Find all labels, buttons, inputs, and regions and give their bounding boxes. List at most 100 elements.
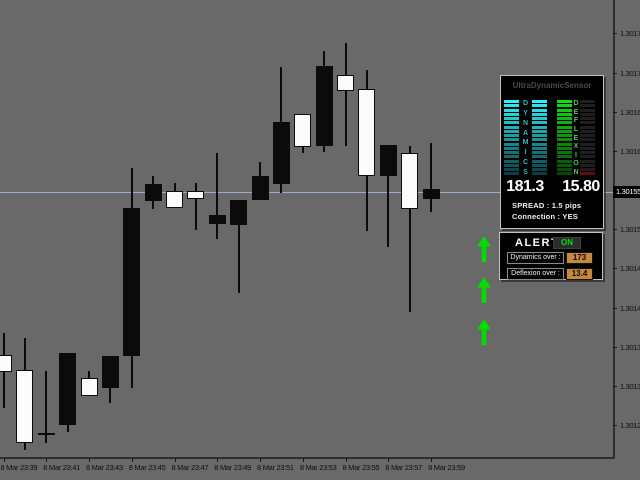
meter-segment [580, 134, 595, 138]
price-axis-tick [613, 425, 617, 426]
meter-segment [580, 159, 595, 163]
meter-segment [504, 159, 519, 163]
meter-segment [504, 100, 519, 104]
price-axis-tick [613, 308, 617, 309]
price-axis-label: 1.30135 [620, 342, 640, 352]
dynamics-meter-left-column [504, 100, 519, 176]
candle-body [187, 190, 205, 199]
meter-segment [580, 104, 595, 108]
meter-segment [580, 125, 595, 129]
candle-body [272, 121, 290, 184]
candle-body [337, 74, 355, 92]
meter-segment [504, 151, 519, 155]
candle-body [358, 88, 376, 176]
candle-wick [430, 143, 433, 213]
meter-segment [504, 125, 519, 129]
time-axis-border [0, 457, 615, 459]
meter-segment [580, 117, 595, 121]
meter-segment [532, 117, 547, 121]
price-axis-label: 1.30140 [620, 303, 640, 313]
meter-segment [532, 172, 547, 176]
meter-segment [557, 159, 572, 163]
time-axis-tick [175, 458, 176, 462]
deflexion-over-label: Deflexion over : [507, 268, 564, 280]
alert-label: ALERT [515, 237, 560, 249]
panel-title: UltraDynamicSensor [512, 81, 592, 90]
meter-segment [504, 134, 519, 138]
meter-letter: A [522, 129, 529, 137]
meter-segment [504, 112, 519, 116]
meter-segment [504, 117, 519, 121]
time-axis[interactable]: 8 Mar 23:39 8 Mar 23:41 8 Mar 23:43 8 Mar 2… [0, 458, 640, 480]
meter-segment [532, 168, 547, 172]
meter-segment [580, 172, 595, 176]
alert-on-toggle[interactable]: ON [553, 237, 581, 249]
meter-letter: N [573, 169, 579, 176]
bid-price-line [0, 192, 613, 193]
meter-segment [532, 104, 547, 108]
price-axis-label: 1.30130 [620, 382, 640, 392]
meter-segment [532, 138, 547, 142]
up-arrow-signal-icon [476, 277, 492, 303]
time-axis-tick [4, 458, 5, 462]
meter-segment [557, 104, 572, 108]
time-axis-label: 8 Mar 23:59 [428, 463, 465, 472]
time-axis-tick [46, 458, 47, 462]
meter-segment [580, 138, 595, 142]
meter-segment [557, 125, 572, 129]
deflexion-over-value[interactable]: 13.4 [566, 268, 593, 280]
meter-segment [580, 129, 595, 133]
candle-body [401, 153, 419, 209]
meter-letter: D [522, 100, 529, 107]
dynamics-over-value[interactable]: 173 [566, 252, 593, 264]
price-axis-tick [613, 386, 617, 387]
candle-wick [216, 153, 219, 239]
meter-segment [532, 108, 547, 112]
meter-letter: E [573, 134, 579, 142]
meter-letter: D [573, 100, 579, 107]
candle-body [294, 114, 312, 147]
meter-segment [532, 163, 547, 167]
meter-segment [532, 155, 547, 159]
meter-segment [504, 172, 519, 176]
meter-segment [557, 100, 572, 104]
meter-segment [557, 138, 572, 142]
meter-segment [580, 168, 595, 172]
meter-letter: L [573, 125, 579, 133]
meter-segment [580, 151, 595, 155]
chart-plot-area[interactable] [0, 0, 613, 458]
candle-body [59, 353, 77, 426]
price-axis-tick [613, 268, 617, 269]
meter-letter: S [523, 168, 528, 176]
meter-letter: M [522, 139, 529, 147]
time-axis-label: 8 Mar 23:53 [299, 463, 337, 472]
candle-body [422, 188, 440, 200]
meter-segment [532, 159, 547, 163]
meter-segment [580, 142, 595, 146]
meter-segment [532, 121, 547, 125]
time-axis-label: 8 Mar 23:51 [257, 463, 294, 472]
meter-letter: E [573, 108, 579, 116]
meter-segment [532, 151, 547, 155]
meter-letter: C [522, 159, 529, 167]
time-axis-label: 8 Mar 23:45 [128, 463, 166, 472]
meter-segment [504, 142, 519, 146]
meter-segment [504, 168, 519, 172]
meter-segment [580, 112, 595, 116]
meter-segment [504, 129, 519, 133]
alert-panel: ALERT ON Dynamics over : 173 Deflexion o… [499, 232, 603, 280]
meter-letter: I [575, 151, 577, 159]
candle-body [37, 432, 55, 435]
candle-body [80, 378, 98, 397]
candle-body [230, 200, 248, 226]
price-axis[interactable]: 1.30175 1.30170 1.30165 1.30160 1.30155 1.301… [613, 0, 640, 458]
meter-segment [504, 104, 519, 108]
candle-body [16, 370, 34, 444]
candle-body [101, 356, 119, 389]
meter-segment [557, 172, 572, 176]
time-axis-tick [89, 458, 90, 462]
meter-segment [557, 117, 572, 121]
meter-letter: F [573, 117, 579, 125]
meter-segment [557, 129, 572, 133]
time-axis-label: 8 Mar 23:41 [43, 463, 80, 472]
